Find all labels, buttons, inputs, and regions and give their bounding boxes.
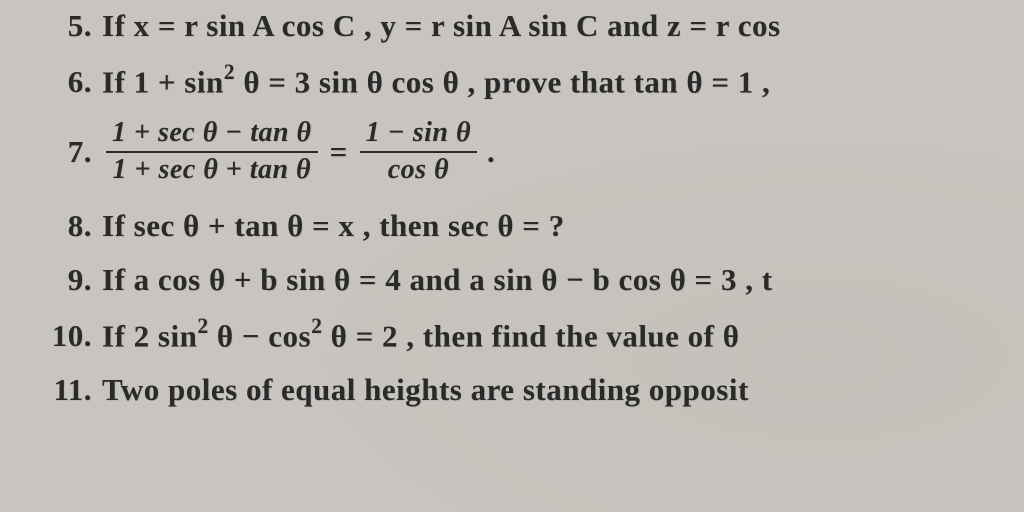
problem-9: 9. If a cos θ + b sin θ = 4 and a sin θ … xyxy=(48,262,1024,298)
problem-5: 5. If x = r sin A cos C , y = r sin A si… xyxy=(48,8,1024,44)
problem-text: If 1 + sin2 θ = 3 sin θ cos θ , prove th… xyxy=(102,62,1024,100)
problem-11: 11. Two poles of equal heights are stand… xyxy=(48,372,1024,408)
problem-text: If a cos θ + b sin θ = 4 and a sin θ − b… xyxy=(102,262,1024,298)
period: . xyxy=(487,134,495,170)
problem-8: 8. If sec θ + tan θ = x , then sec θ = ? xyxy=(48,208,1024,244)
problem-text: If x = r sin A cos C , y = r sin A sin C… xyxy=(102,8,1024,44)
fraction-rhs: 1 − sin θ cos θ xyxy=(360,118,477,186)
problem-number: 6. xyxy=(48,64,102,100)
problem-equation: 1 + sec θ − tan θ 1 + sec θ + tan θ = 1 … xyxy=(102,118,1024,186)
fraction-numerator: 1 − sin θ xyxy=(360,118,477,153)
problem-6: 6. If 1 + sin2 θ = 3 sin θ cos θ , prove… xyxy=(48,62,1024,100)
fraction-lhs: 1 + sec θ − tan θ 1 + sec θ + tan θ xyxy=(106,118,318,186)
problem-number: 10. xyxy=(48,318,102,354)
problem-10: 10. If 2 sin2 θ − cos2 θ = 2 , then find… xyxy=(48,316,1024,354)
problem-number: 9. xyxy=(48,262,102,298)
problem-text: If sec θ + tan θ = x , then sec θ = ? xyxy=(102,208,1024,244)
problem-text: If 2 sin2 θ − cos2 θ = 2 , then find the… xyxy=(102,316,1024,354)
problem-7: 7. 1 + sec θ − tan θ 1 + sec θ + tan θ =… xyxy=(48,118,1024,186)
problem-text: Two poles of equal heights are standing … xyxy=(102,372,1024,408)
problem-number: 11. xyxy=(48,372,102,408)
equals-sign: = xyxy=(330,134,348,170)
problem-number: 8. xyxy=(48,208,102,244)
fraction-denominator: 1 + sec θ + tan θ xyxy=(107,153,318,186)
problem-number: 5. xyxy=(48,8,102,44)
problem-number: 7. xyxy=(48,134,102,170)
fraction-numerator: 1 + sec θ − tan θ xyxy=(106,118,318,153)
fraction-denominator: cos θ xyxy=(382,153,455,186)
